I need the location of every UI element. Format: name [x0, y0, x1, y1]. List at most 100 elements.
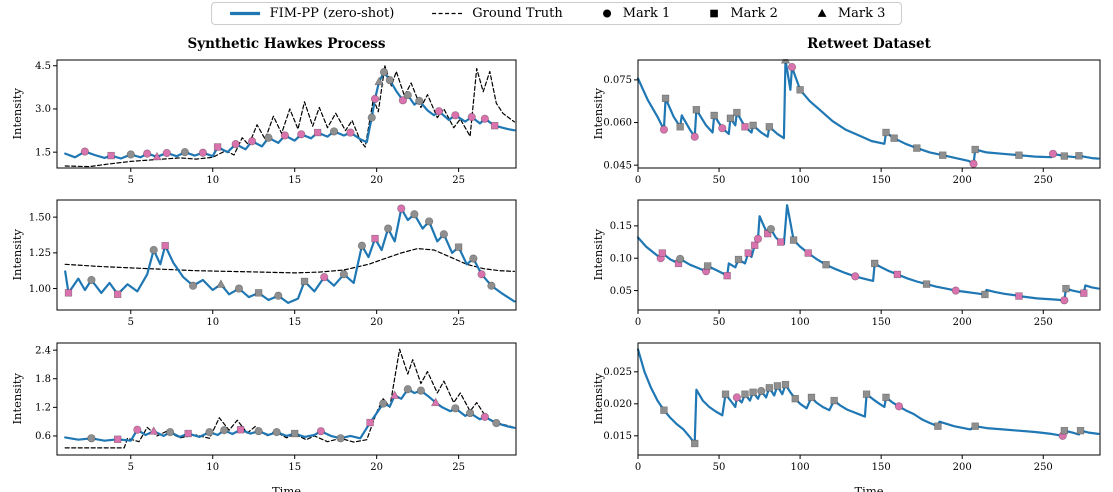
- event-marker: [357, 241, 367, 250]
- event-marker: [389, 390, 400, 399]
- event-marker: [320, 273, 329, 282]
- y-tick-label: 1.2: [35, 403, 51, 414]
- event-marker: [264, 133, 273, 142]
- y-tick-label: 0.015: [603, 431, 632, 442]
- event-marker: [384, 224, 393, 233]
- event-marker: [492, 418, 501, 428]
- event-marker: [1015, 292, 1023, 300]
- event-marker: [723, 272, 731, 280]
- event-marker: [274, 291, 283, 300]
- x-tick-label: 200: [953, 317, 972, 328]
- x-tick-label: 5: [128, 175, 134, 186]
- event-marker: [87, 434, 96, 443]
- event-marker: [882, 393, 890, 402]
- event-marker: [366, 418, 374, 427]
- x-tick-label: 0: [635, 317, 641, 328]
- x-tick-label: 20: [370, 462, 383, 473]
- event-marker: [753, 234, 763, 243]
- event-marker: [379, 399, 388, 408]
- event-marker: [346, 128, 355, 137]
- x-tick-label: 150: [872, 462, 891, 473]
- event-marker: [374, 76, 384, 86]
- event-marker: [704, 262, 712, 270]
- legend-label-mark-3: Mark 3: [837, 6, 886, 21]
- subplot-synthetic-hawkes-1: Synthetic Hawkes Process Intensity 5 10 15…: [9, 36, 522, 192]
- event-marker: [822, 261, 830, 269]
- event-marker: [780, 59, 791, 64]
- event-marker: [272, 428, 281, 437]
- event-marker: [415, 96, 424, 105]
- y-tick-label: 1.00: [29, 284, 51, 295]
- event-marker: [807, 393, 816, 402]
- chart-canvas-retweet-2: 0 50 100 150 200 250 0.05 0.10 0.15: [610, 199, 1101, 328]
- event-marker: [1076, 426, 1085, 435]
- event-marker: [658, 249, 667, 257]
- event-marker: [220, 426, 229, 435]
- x-tick-label: 25: [452, 462, 465, 473]
- x-tick-label: 15: [288, 317, 301, 328]
- event-marker: [254, 289, 263, 297]
- chart-canvas-retweet-1: 0 50 100 150 200 250 0.045 0.060 0.075: [603, 59, 1101, 186]
- event-marker: [403, 91, 412, 100]
- y-tick-label: 2.4: [35, 345, 51, 356]
- chart-canvas-hawkes-2: 5 10 15 20 25 1.00 1.25 1.50: [29, 199, 517, 328]
- event-marker: [1075, 152, 1083, 160]
- legend-item-fim-pp: FIM-PP (zero-shot): [228, 6, 394, 21]
- event-marker: [107, 151, 115, 160]
- event-marker: [922, 280, 931, 288]
- event-marker: [290, 429, 299, 438]
- event-marker: [231, 139, 240, 149]
- event-marker: [1062, 284, 1070, 293]
- y-tick-label: 0.15: [610, 221, 632, 232]
- event-marker: [205, 428, 214, 437]
- event-marker: [751, 241, 759, 249]
- event-marker: [749, 121, 757, 130]
- event-marker: [87, 275, 96, 285]
- event-marker: [385, 76, 394, 85]
- y-tick-label: 0.045: [603, 160, 632, 171]
- event-marker: [951, 286, 960, 295]
- x-tick-label: 0: [635, 175, 641, 186]
- x-tick-label: 15: [288, 462, 301, 473]
- event-marker: [692, 106, 701, 114]
- fim-pp-line: [637, 59, 1100, 165]
- event-marker: [934, 422, 942, 430]
- event-marker: [744, 249, 752, 257]
- event-marker: [718, 124, 727, 133]
- event-marker: [741, 123, 749, 131]
- y-tick-label: 1.8: [35, 374, 51, 385]
- y-tick-label: 1.5: [35, 147, 51, 158]
- event-marker: [152, 151, 162, 161]
- event-marker: [149, 245, 158, 255]
- event-marker: [791, 394, 799, 403]
- event-marker: [732, 393, 741, 402]
- event-marker: [969, 159, 978, 168]
- event-marker: [371, 234, 379, 243]
- event-marker: [397, 204, 406, 213]
- legend-label-mark-2: Mark 2: [730, 6, 778, 21]
- x-tick-label: 10: [206, 175, 219, 186]
- event-marker: [329, 127, 339, 136]
- event-marker: [733, 108, 741, 117]
- event-marker: [757, 386, 766, 396]
- y-tick-label: 4.5: [35, 61, 51, 72]
- event-marker: [469, 254, 478, 263]
- legend-item-mark-2: Mark 2: [706, 6, 778, 21]
- event-marker: [410, 210, 419, 219]
- legend-label-ground-truth: Ground Truth: [472, 6, 563, 21]
- x-tick-label: 50: [713, 317, 726, 328]
- event-marker: [467, 112, 476, 122]
- axes-box: [56, 342, 517, 456]
- event-marker: [766, 225, 776, 234]
- event-marker: [247, 137, 257, 146]
- event-marker: [894, 402, 904, 411]
- left-column-title: Synthetic Hawkes Process: [187, 36, 386, 52]
- event-marker: [370, 94, 380, 103]
- event-marker: [300, 277, 309, 286]
- x-tick-label: 250: [1034, 317, 1053, 328]
- event-marker: [749, 388, 757, 396]
- subplot-retweet-1: Retweet Dataset Intensity 0 50 100 150 200 25…: [590, 36, 1106, 192]
- fim-pp-line: [637, 204, 1100, 302]
- event-marker: [1060, 152, 1069, 160]
- legend-label-mark-1: Mark 1: [622, 6, 671, 21]
